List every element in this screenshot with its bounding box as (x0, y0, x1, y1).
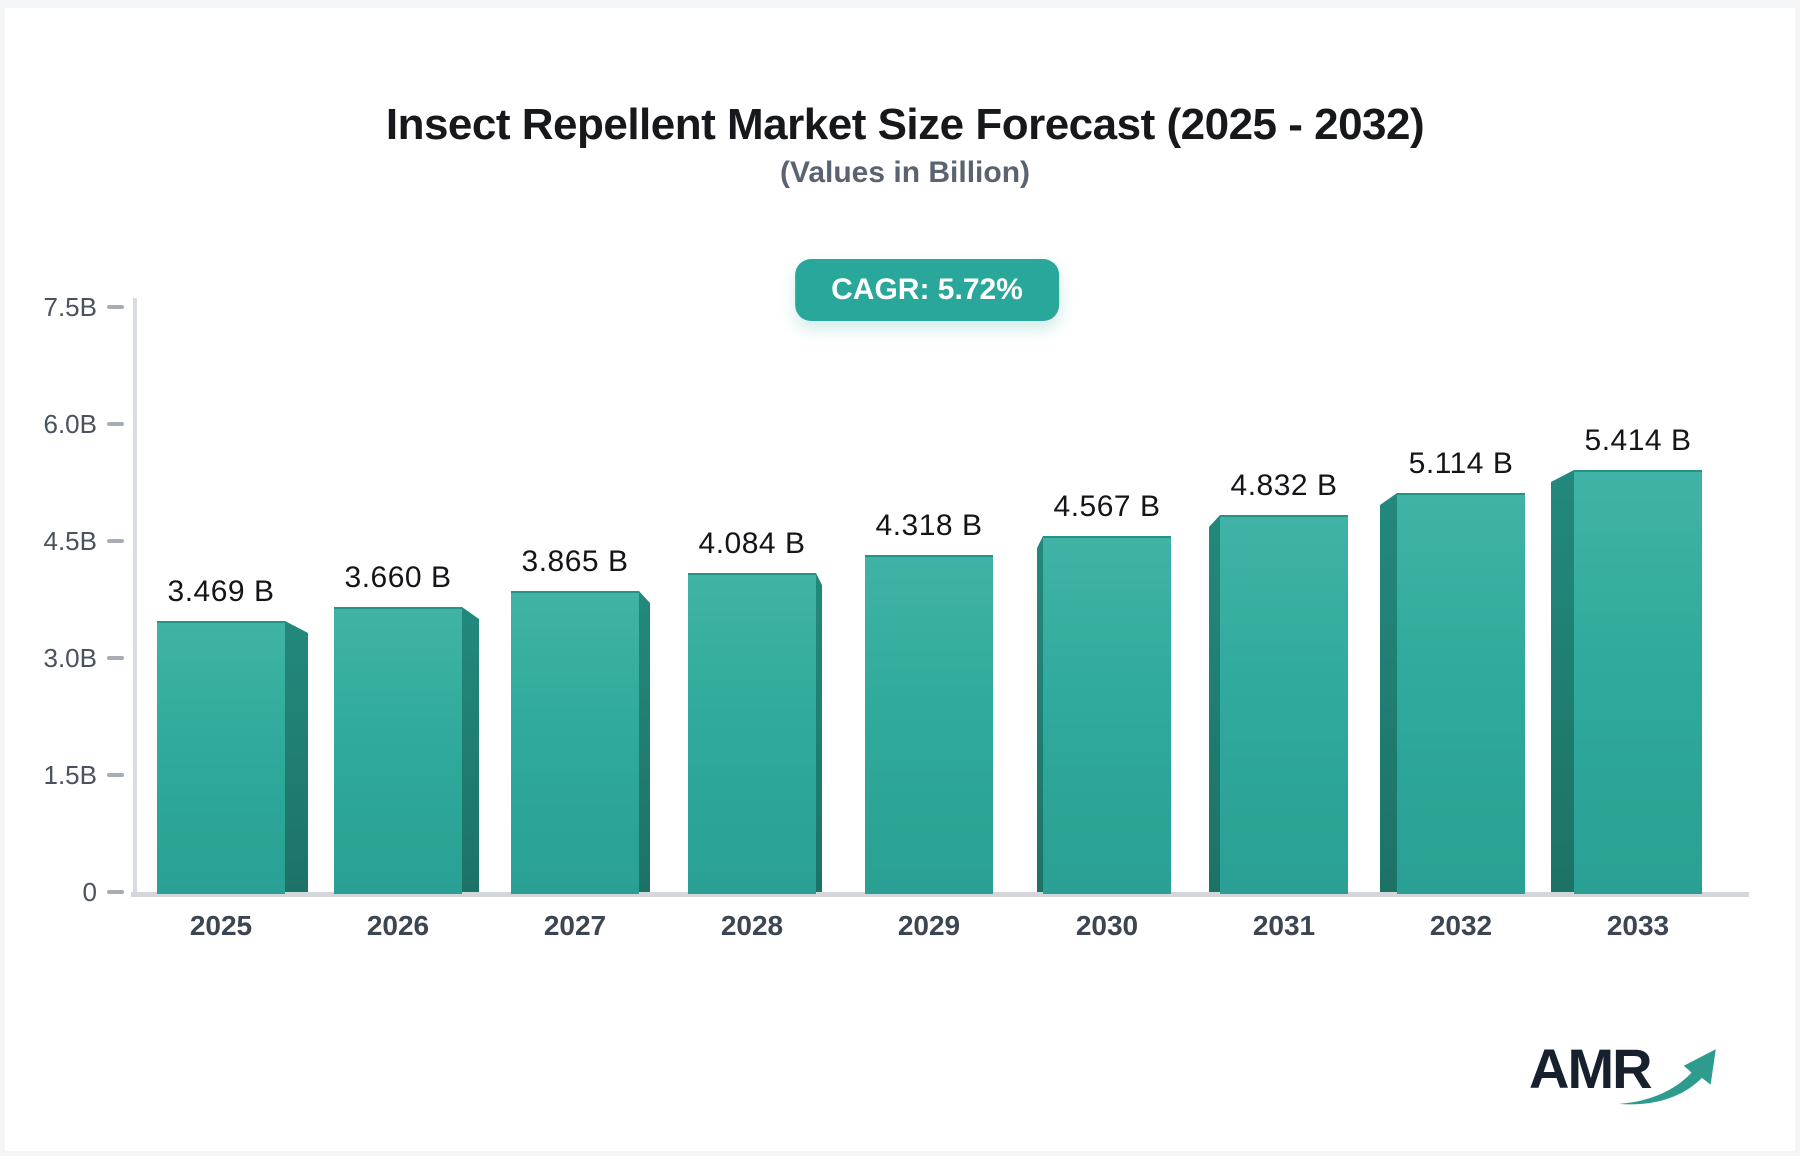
bar-2025 (157, 621, 285, 894)
y-tick-label: 3.0B (43, 643, 98, 673)
cagr-badge: CAGR: 5.72% (795, 259, 1059, 321)
bar-side-face (816, 573, 822, 892)
bar-2027 (511, 591, 639, 894)
y-tick-label: 6.0B (43, 409, 98, 439)
bar-side-face (285, 621, 308, 892)
bar-side-face (1551, 470, 1574, 892)
bar-value-label: 3.660 B (344, 561, 452, 594)
bar-value-label: 4.832 B (1230, 469, 1338, 502)
y-tick-mark (107, 539, 124, 543)
bar-side-face (639, 591, 650, 892)
bar-2031 (1220, 515, 1348, 894)
chart-subtitle: (Values in Billion) (779, 156, 1031, 189)
y-tick-label: 0 (82, 877, 97, 907)
bar-value-label: 5.414 B (1584, 424, 1692, 457)
x-axis-label: 2025 (189, 910, 253, 941)
x-axis-label: 2027 (543, 910, 607, 941)
bar-value-label: 4.084 B (698, 527, 806, 560)
bar-2030 (1043, 536, 1171, 894)
y-tick-label: 1.5B (43, 760, 98, 790)
x-axis-label: 2031 (1252, 910, 1316, 941)
bar-2029 (865, 555, 993, 894)
y-tick-label: 4.5B (43, 526, 98, 556)
bar-value-label: 3.865 B (521, 545, 629, 578)
y-tick-mark (107, 305, 124, 309)
bar-2026 (334, 607, 462, 894)
y-axis-line (133, 298, 137, 897)
y-tick-mark (107, 890, 124, 894)
chart-title: Insect Repellent Market Size Forecast (2… (385, 100, 1425, 149)
bar-value-label: 4.567 B (1053, 490, 1161, 523)
x-axis-label: 2030 (1075, 910, 1139, 941)
amr-logo-text: AMR (1529, 1037, 1653, 1100)
chart-card: Insect Repellent Market Size Forecast (2… (5, 8, 1795, 1151)
bar-2028 (688, 573, 816, 894)
x-axis-line (131, 892, 1749, 897)
y-tick-mark (107, 773, 124, 777)
bar-side-face (1380, 493, 1397, 892)
growth-arrow-icon (1618, 1049, 1716, 1105)
y-tick-mark (107, 656, 124, 660)
bar-side-face (462, 607, 479, 892)
y-tick-mark (107, 422, 124, 426)
x-axis-label: 2032 (1429, 910, 1493, 941)
bar-chart: 7.5B 6.0B 4.5B 3.0B 1.5B 0 3.469 B 2025 3.660 B 2… (5, 8, 1795, 1151)
bar-2033 (1574, 470, 1702, 894)
bar-value-label: 5.114 B (1408, 447, 1514, 480)
bar-value-label: 4.318 B (875, 509, 983, 542)
bar-side-face (1209, 515, 1220, 892)
bar-side-face (1037, 536, 1043, 892)
x-axis-label: 2028 (720, 910, 784, 941)
y-tick-label: 7.5B (43, 292, 98, 322)
x-axis-label: 2026 (366, 910, 430, 941)
bar-value-label: 3.469 B (167, 575, 275, 608)
x-axis-label: 2033 (1606, 910, 1670, 941)
x-axis-label: 2029 (897, 910, 961, 941)
bar-2032 (1397, 493, 1525, 894)
